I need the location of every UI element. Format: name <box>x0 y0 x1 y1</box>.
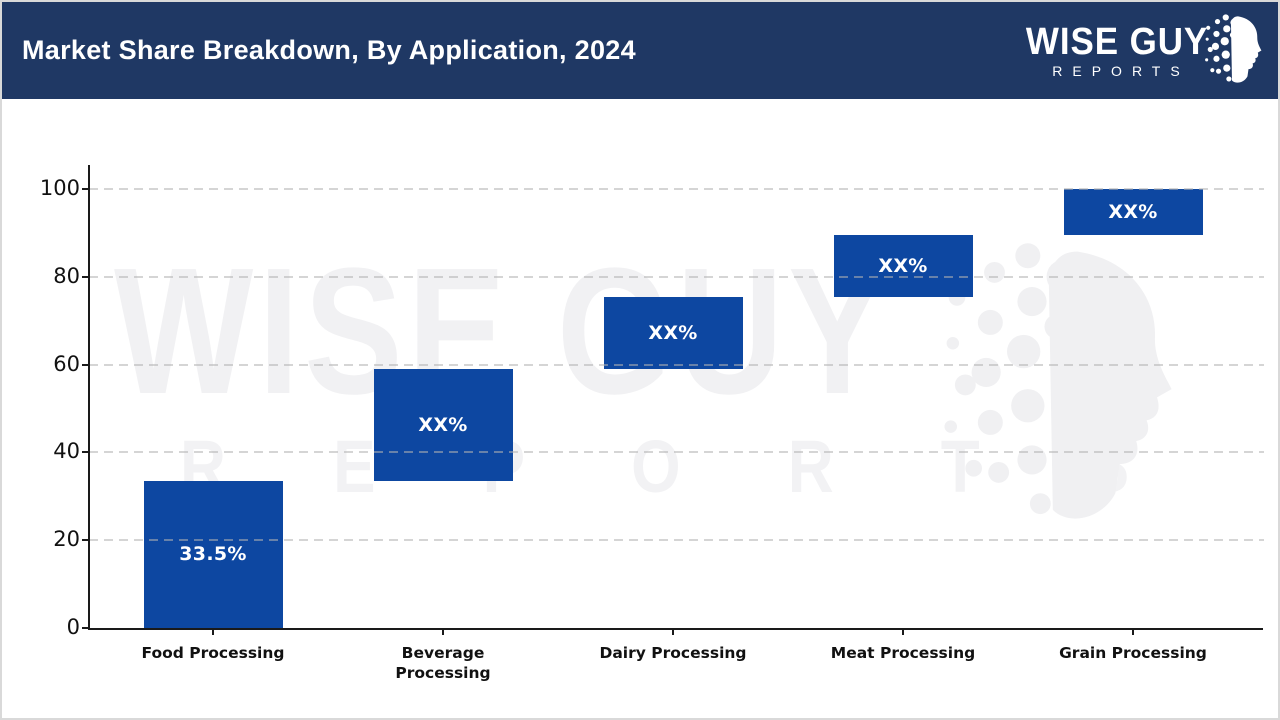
y-gridline <box>89 363 1264 366</box>
y-axis-tick <box>82 363 89 366</box>
bar-value-label: XX% <box>1108 201 1158 224</box>
x-axis-line <box>88 628 1263 630</box>
bar-value-label: XX% <box>418 413 468 436</box>
bar-value-label: XX% <box>878 254 928 277</box>
y-gridline <box>89 188 1264 190</box>
y-axis-tick-label: 100 <box>39 176 80 200</box>
x-axis-tick <box>1132 630 1134 635</box>
y-gridline <box>89 539 1264 542</box>
y-axis-tick <box>82 451 89 454</box>
x-axis-category-label: Food Processing <box>141 644 285 662</box>
bar-segment: 33.5% <box>143 480 283 628</box>
logo-head-icon <box>1205 14 1262 83</box>
x-axis-category-label: Meat Processing <box>830 644 976 662</box>
x-axis-category-label: Grain Processing <box>1059 644 1207 662</box>
y-axis-tick-label: 0 <box>66 615 80 639</box>
y-axis-line <box>88 165 90 630</box>
x-axis-category-label: Dairy Processing <box>599 644 747 662</box>
x-axis-tick <box>212 630 214 635</box>
bar-segment: XX% <box>833 235 973 297</box>
brand-logo: WISE GUY REPORTS <box>1018 8 1264 92</box>
y-axis-tick-label: 80 <box>53 263 80 288</box>
chart-title: Market Share Breakdown, By Application, … <box>22 35 636 65</box>
logo-brand-subtitle: REPORTS <box>1052 62 1190 79</box>
logo-brand-name: WISE GUY <box>1025 20 1209 63</box>
y-axis-tick-label: 20 <box>53 527 80 552</box>
y-gridline <box>89 451 1264 454</box>
x-axis-tick <box>672 630 674 635</box>
x-axis-category-label: Beverage Processing <box>395 644 491 682</box>
bar-value-label: XX% <box>648 321 698 344</box>
header-bar: Market Share Breakdown, By Application, … <box>2 2 1278 99</box>
y-axis-tick-label: 60 <box>53 351 80 376</box>
bar-segment: XX% <box>373 368 513 481</box>
y-gridline <box>89 275 1264 278</box>
y-axis-tick <box>82 275 89 278</box>
bar-segment: XX% <box>1063 189 1203 236</box>
x-axis-tick <box>902 630 904 635</box>
bar-segment: XX% <box>603 296 743 369</box>
bar-value-label: 33.5% <box>179 543 247 566</box>
y-axis-tick <box>82 627 89 629</box>
y-axis-tick <box>82 539 89 542</box>
y-axis-tick-label: 40 <box>53 439 80 464</box>
y-axis-tick <box>82 188 89 190</box>
x-axis-tick <box>442 630 444 635</box>
